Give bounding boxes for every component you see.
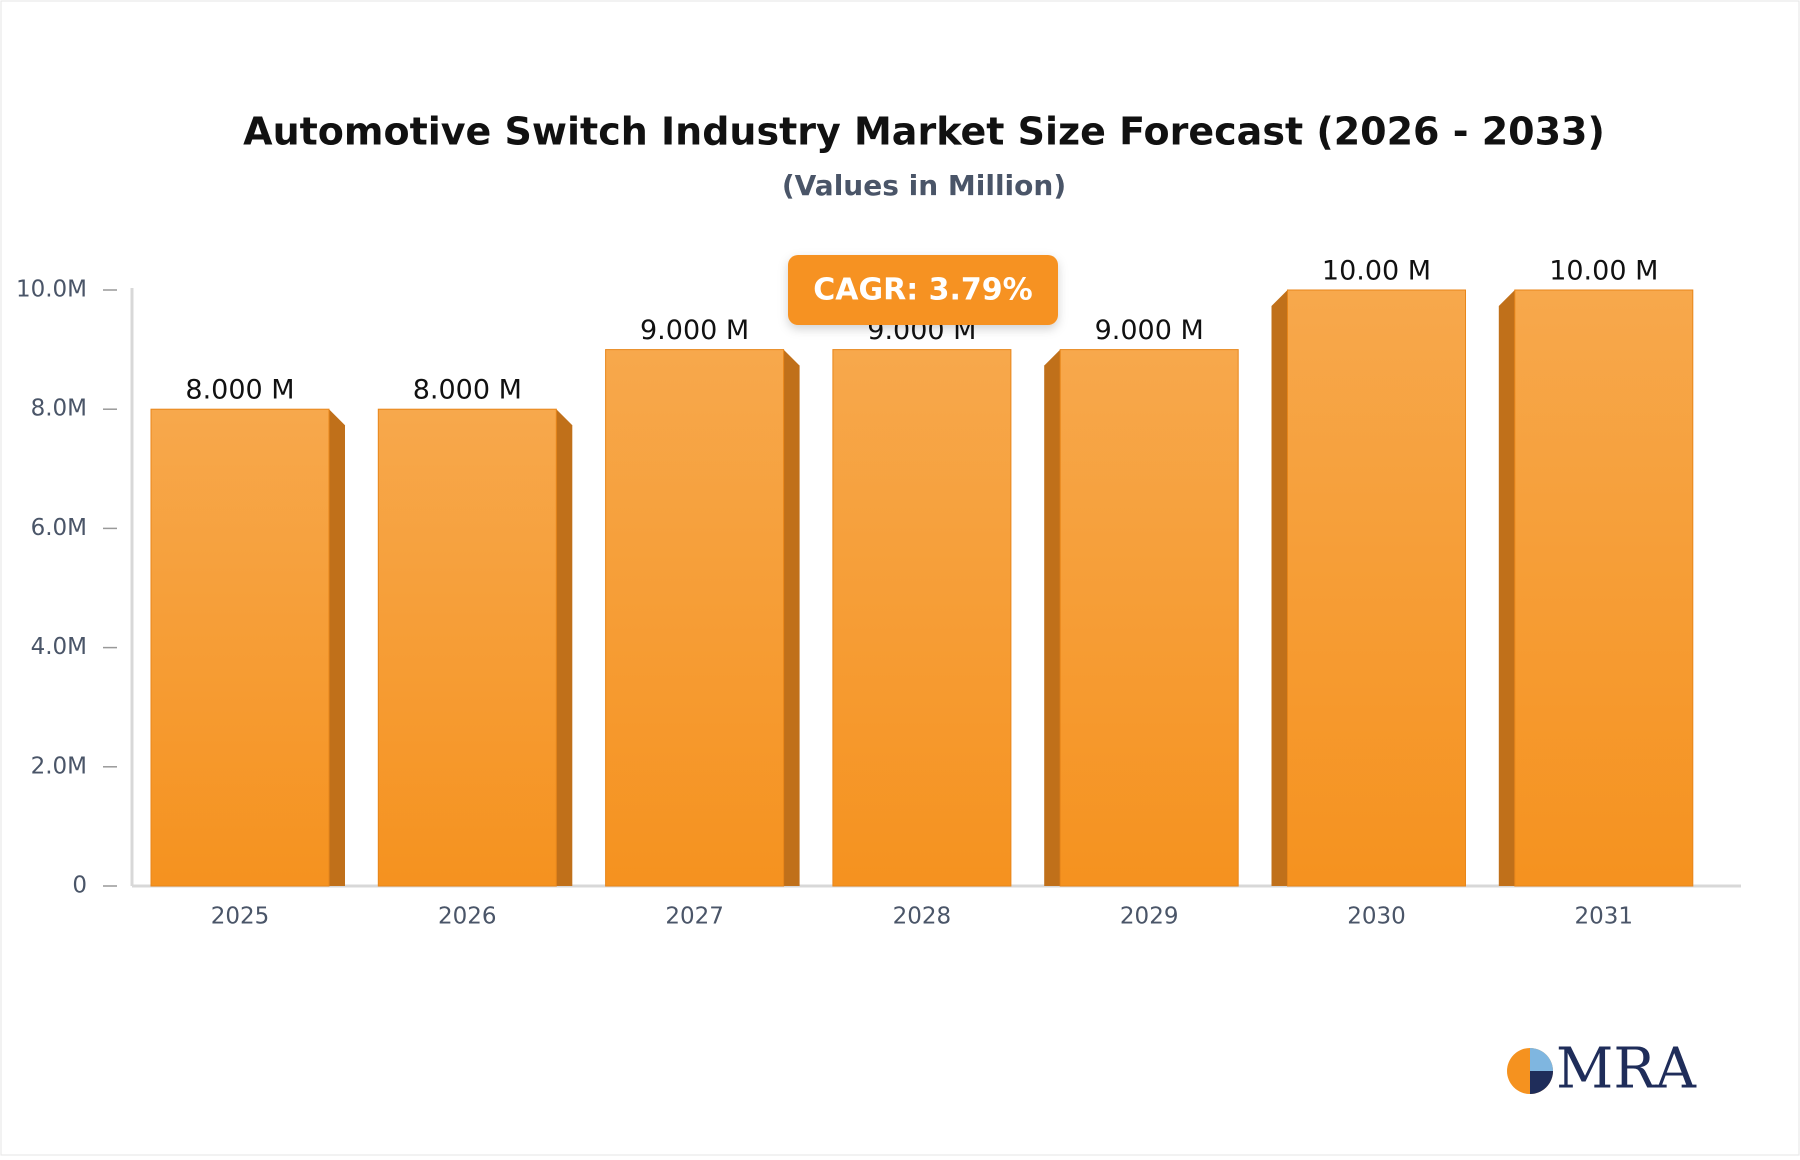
bar [1287, 289, 1466, 887]
logo: MRA [1507, 1037, 1697, 1102]
bar [377, 408, 557, 887]
y-tick-label: 6.0M [31, 515, 87, 541]
annotation-box [788, 255, 1058, 325]
y-tick-label: 0 [72, 873, 87, 899]
annotation: CAGR: 3.79% [813, 273, 1032, 308]
logo-icon-part [1530, 1048, 1553, 1071]
data-label: 8.000 M [413, 375, 522, 406]
bar-side [1271, 290, 1288, 886]
data-label: 9.000 M [1095, 315, 1204, 346]
bar [150, 408, 330, 887]
bar [832, 349, 1012, 887]
data-label: 8.000 M [185, 375, 294, 406]
x-tick-label: 2029 [1120, 904, 1179, 930]
bar-side [329, 409, 345, 886]
bar-side [1044, 349, 1061, 887]
logo-icon-part [1530, 1071, 1553, 1094]
y-tick-label: 4.0M [31, 634, 87, 660]
x-tick-label: 2028 [893, 904, 952, 930]
bar-side [783, 349, 800, 887]
plot-area: 0 2.0M 4.0M 6.0M 8.0M 10.0M 2025 8.000 M 2026 8.0… [16, 256, 1741, 930]
bar-side [1498, 290, 1515, 886]
bar [1059, 349, 1239, 887]
chart-title: Automotive Switch Industry Market Size F… [243, 110, 1605, 154]
y-tick-label: 2.0M [31, 753, 87, 779]
y-tick-label: 10.0M [16, 277, 87, 303]
bar-side [556, 409, 573, 886]
data-label: 9.000 M [640, 315, 749, 346]
x-tick-label: 2030 [1347, 904, 1406, 930]
bar [1514, 289, 1694, 887]
data-label: 10.00 M [1549, 256, 1658, 287]
x-tick-label: 2026 [438, 904, 497, 930]
x-tick-label: 2027 [665, 904, 724, 930]
chart-subtitle: (Values in Million) [782, 169, 1066, 202]
bar [605, 349, 785, 887]
logo-text: MRA [1556, 1037, 1697, 1102]
x-tick-label: 2031 [1575, 904, 1634, 930]
y-tick-label: 8.0M [31, 396, 87, 422]
x-tick-label: 2025 [211, 904, 270, 930]
data-label: 10.00 M [1322, 256, 1431, 287]
annotation-bg [788, 255, 1058, 325]
